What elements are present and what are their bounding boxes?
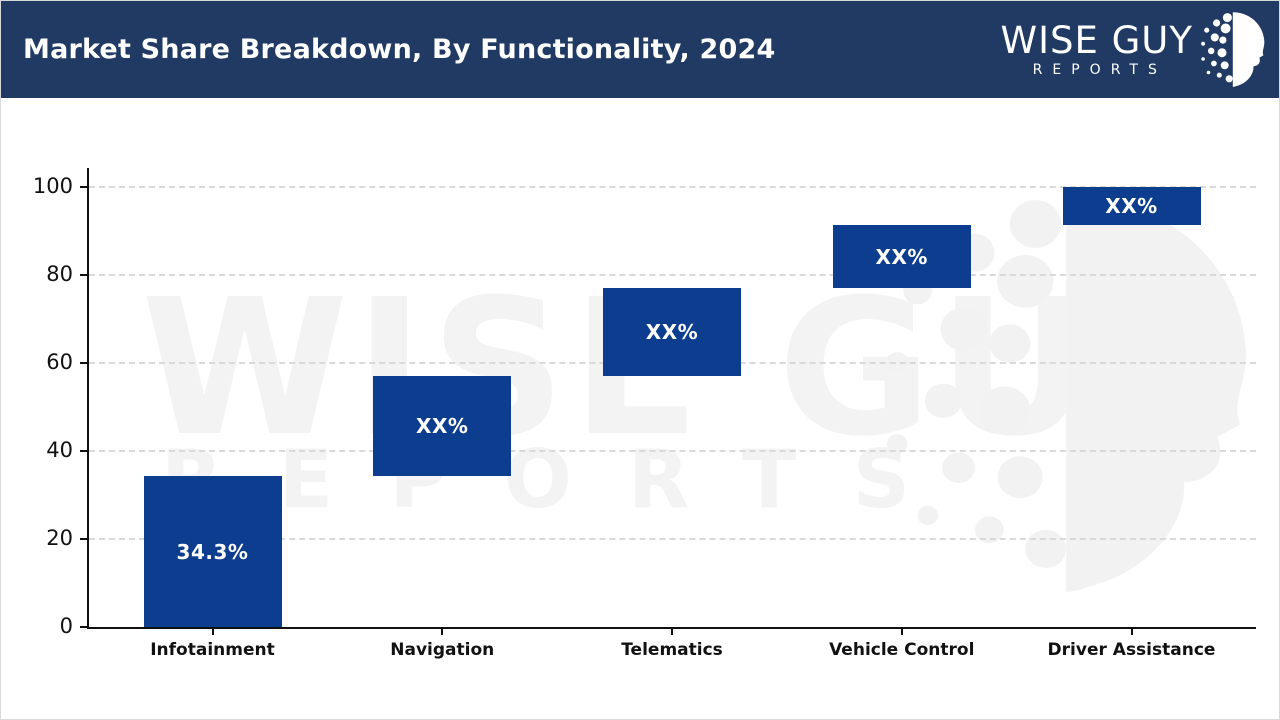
brand-subname: REPORTS: [1032, 61, 1167, 78]
x-category-label: Telematics: [621, 640, 723, 660]
x-tick-2: [671, 629, 673, 635]
gridline-20: [89, 538, 1256, 540]
brand-logo-text: WISE GUY REPORTS: [1001, 22, 1193, 78]
x-category-label: Infotainment: [150, 640, 275, 660]
bar-driver-assistance: XX%: [1062, 187, 1201, 225]
y-tick-label-60: 60: [46, 350, 73, 374]
y-axis: [87, 168, 89, 629]
y-tick-20: [80, 538, 87, 540]
bar-navigation: XX%: [373, 376, 512, 477]
brand-logo: WISE GUY REPORTS: [1001, 9, 1267, 91]
bar-value-label: XX%: [645, 320, 699, 345]
bar-value-label: XX%: [875, 244, 928, 269]
bar-value-label: 34.3%: [176, 539, 249, 564]
bar-telematics: XX%: [603, 288, 741, 377]
x-axis: [87, 627, 1256, 629]
y-tick-label-80: 80: [46, 262, 73, 286]
x-tick-3: [900, 629, 903, 635]
brand-name: WISE GUY: [1000, 18, 1193, 62]
y-tick-40: [80, 450, 87, 452]
x-tick-0: [211, 629, 214, 635]
brand-head-icon: [1201, 11, 1265, 87]
y-tick-label-100: 100: [32, 174, 73, 198]
x-tick-1: [441, 629, 444, 635]
gridline-80: [89, 274, 1256, 276]
x-category-label: Driver Assistance: [1047, 640, 1216, 660]
gridline-100: [89, 186, 1256, 188]
bar-infotainment: 34.3%: [143, 476, 282, 627]
y-tick-label-0: 0: [59, 614, 73, 638]
bar-vehicle-control: XX%: [832, 224, 971, 289]
y-tick-80: [80, 274, 87, 276]
y-tick-label-40: 40: [46, 438, 73, 462]
x-tick-4: [1130, 629, 1133, 635]
y-tick-100: [80, 186, 87, 188]
page-title: Market Share Breakdown, By Functionality…: [23, 34, 776, 65]
x-category-label: Navigation: [390, 640, 495, 660]
gridline-40: [89, 450, 1256, 452]
y-tick-60: [80, 362, 87, 364]
y-tick-label-20: 20: [46, 526, 73, 550]
x-category-label: Vehicle Control: [829, 640, 975, 660]
y-tick-0: [80, 626, 87, 628]
bar-value-label: XX%: [1105, 193, 1158, 218]
bar-value-label: XX%: [416, 414, 469, 439]
header-bar: Market Share Breakdown, By Functionality…: [1, 1, 1279, 98]
